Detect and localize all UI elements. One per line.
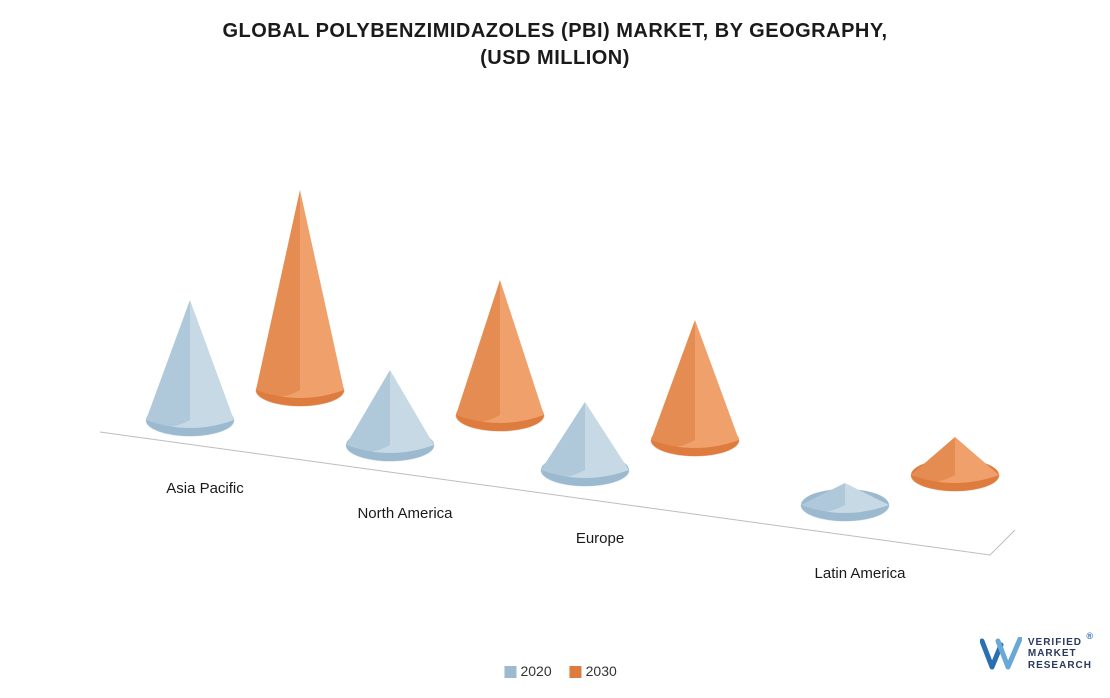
logo-line3: RESEARCH [1028, 660, 1092, 672]
legend-swatch-icon [504, 666, 516, 678]
brand-logo: VERIFIED MARKET RESEARCH ® [980, 637, 1092, 672]
chart-svg [0, 0, 1110, 693]
category-label: Asia Pacific [166, 480, 244, 497]
category-label: North America [357, 505, 452, 522]
legend-label: 2030 [586, 663, 617, 679]
logo-text: VERIFIED MARKET RESEARCH ® [1028, 637, 1092, 672]
logo-line2: MARKET [1028, 648, 1092, 660]
legend-item: 2020 [504, 663, 551, 679]
logo-line1: VERIFIED [1028, 637, 1092, 649]
legend-swatch-icon [570, 666, 582, 678]
legend: 2020 2030 [504, 663, 616, 679]
legend-item: 2030 [570, 663, 617, 679]
category-label: Europe [576, 530, 624, 547]
legend-label: 2020 [520, 663, 551, 679]
category-label: Latin America [815, 565, 906, 582]
logo-mark-icon [980, 637, 1022, 671]
registered-mark-icon: ® [1086, 631, 1094, 641]
chart-area: Asia Pacific North America Europe Latin Ame… [0, 0, 1110, 693]
